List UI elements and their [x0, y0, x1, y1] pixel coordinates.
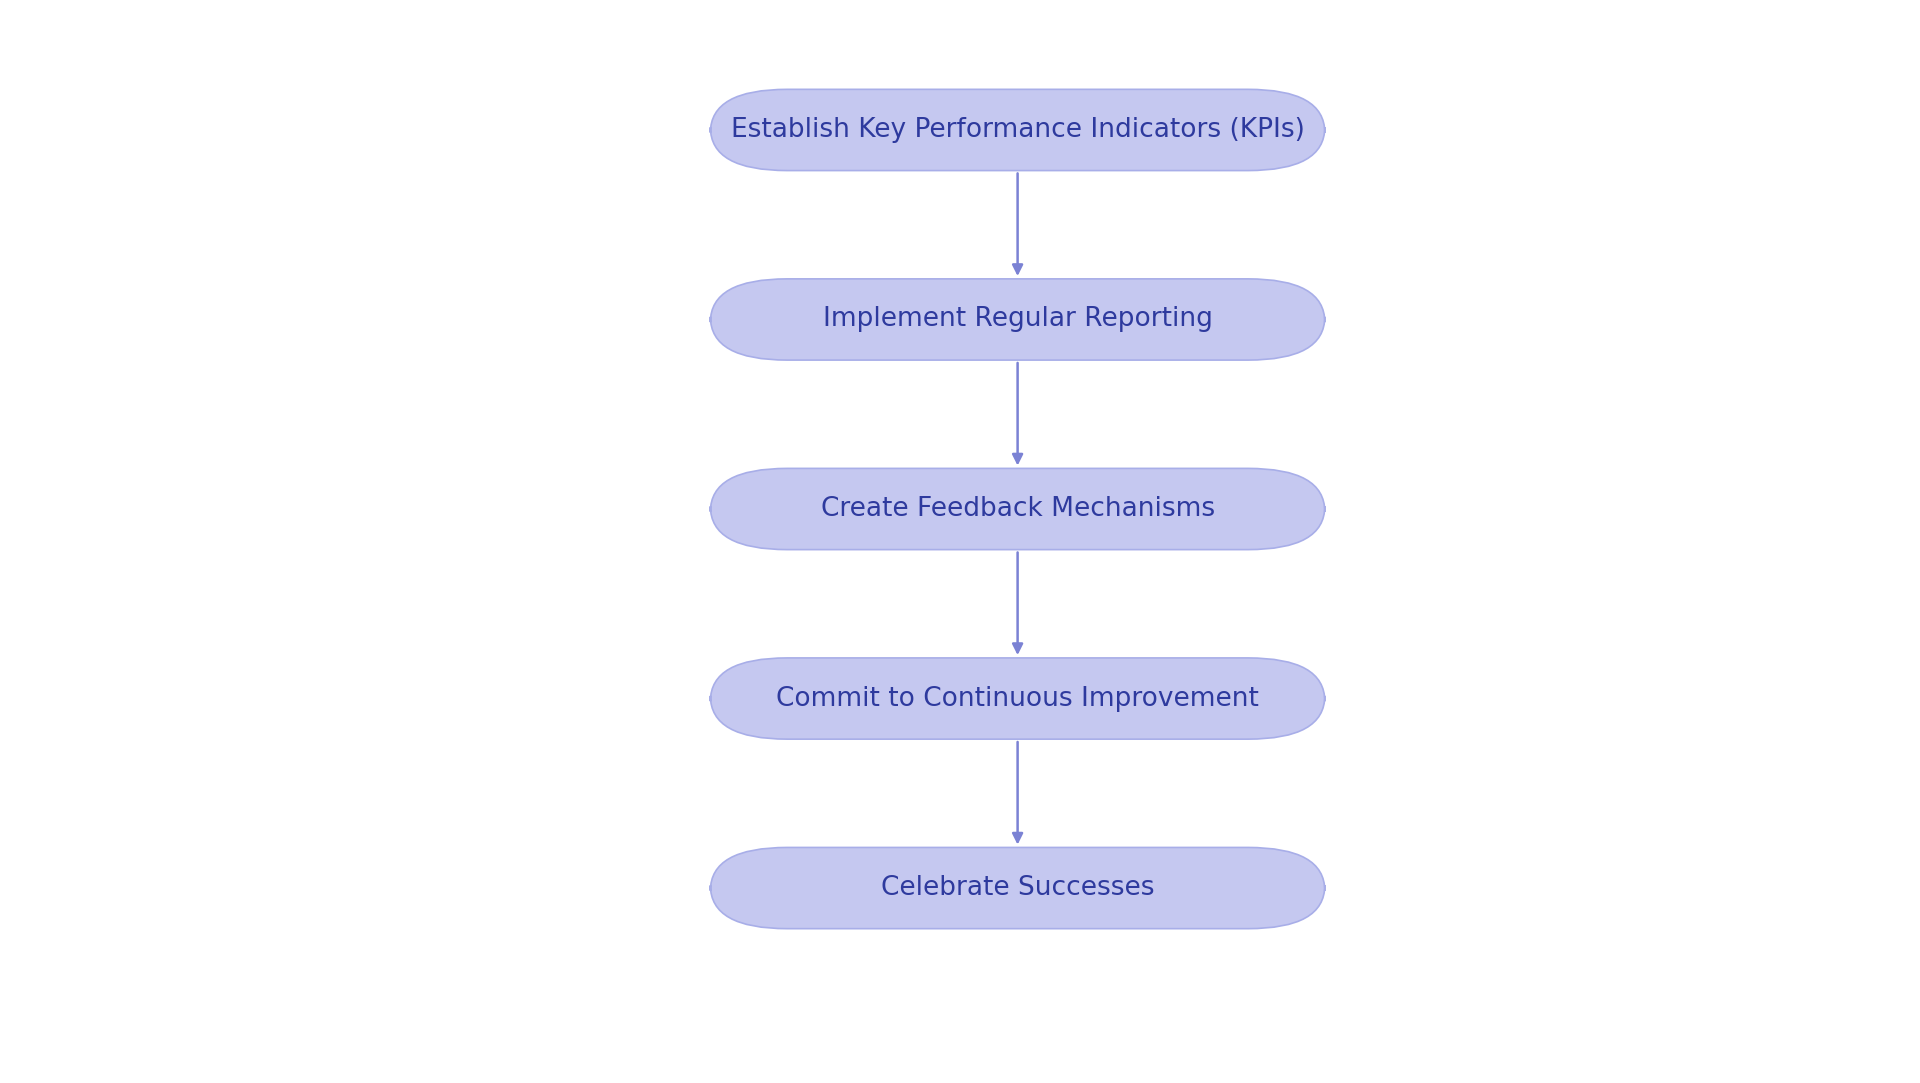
Text: Commit to Continuous Improvement: Commit to Continuous Improvement — [776, 686, 1260, 712]
FancyBboxPatch shape — [710, 90, 1325, 170]
FancyBboxPatch shape — [710, 847, 1325, 928]
Text: Celebrate Successes: Celebrate Successes — [881, 875, 1154, 901]
Text: Create Feedback Mechanisms: Create Feedback Mechanisms — [820, 496, 1215, 522]
FancyBboxPatch shape — [710, 278, 1325, 360]
Text: Implement Regular Reporting: Implement Regular Reporting — [822, 306, 1213, 332]
FancyBboxPatch shape — [710, 469, 1325, 549]
Text: Establish Key Performance Indicators (KPIs): Establish Key Performance Indicators (KP… — [732, 117, 1304, 143]
FancyBboxPatch shape — [710, 657, 1325, 739]
